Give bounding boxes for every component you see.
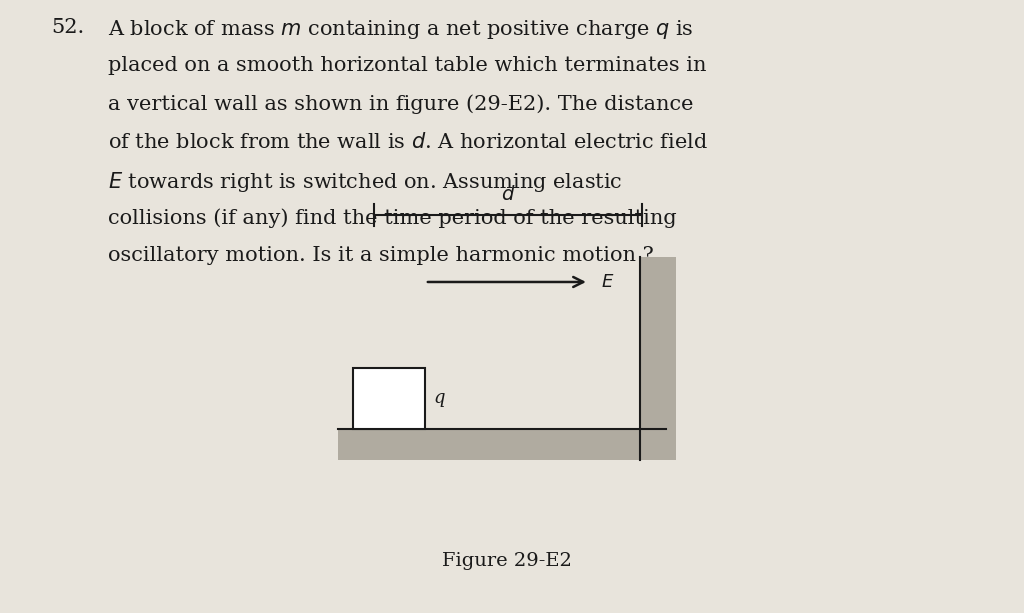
Text: a vertical wall as shown in figure (29-E2). The distance: a vertical wall as shown in figure (29-E… — [108, 94, 693, 114]
Text: oscillatory motion. Is it a simple harmonic motion ?: oscillatory motion. Is it a simple harmo… — [108, 246, 653, 265]
Text: of the block from the wall is $d$. A horizontal electric field: of the block from the wall is $d$. A hor… — [108, 132, 708, 153]
Text: $E$: $E$ — [601, 273, 614, 291]
Bar — [353, 368, 425, 429]
Text: q: q — [433, 389, 444, 408]
Text: $d$: $d$ — [501, 185, 515, 204]
Text: $E$ towards right is switched on. Assuming elastic: $E$ towards right is switched on. Assumi… — [108, 170, 622, 194]
Text: placed on a smooth horizontal table which terminates in: placed on a smooth horizontal table whic… — [108, 56, 706, 75]
Text: A block of mass $m$ containing a net positive charge $q$ is: A block of mass $m$ containing a net pos… — [108, 18, 693, 42]
Bar — [338, 429, 666, 460]
Text: Figure 29-E2: Figure 29-E2 — [442, 552, 571, 570]
Bar — [640, 257, 676, 460]
Text: collisions (if any) find the time period of the resulting: collisions (if any) find the time period… — [108, 208, 676, 228]
Text: 52.: 52. — [51, 18, 84, 37]
